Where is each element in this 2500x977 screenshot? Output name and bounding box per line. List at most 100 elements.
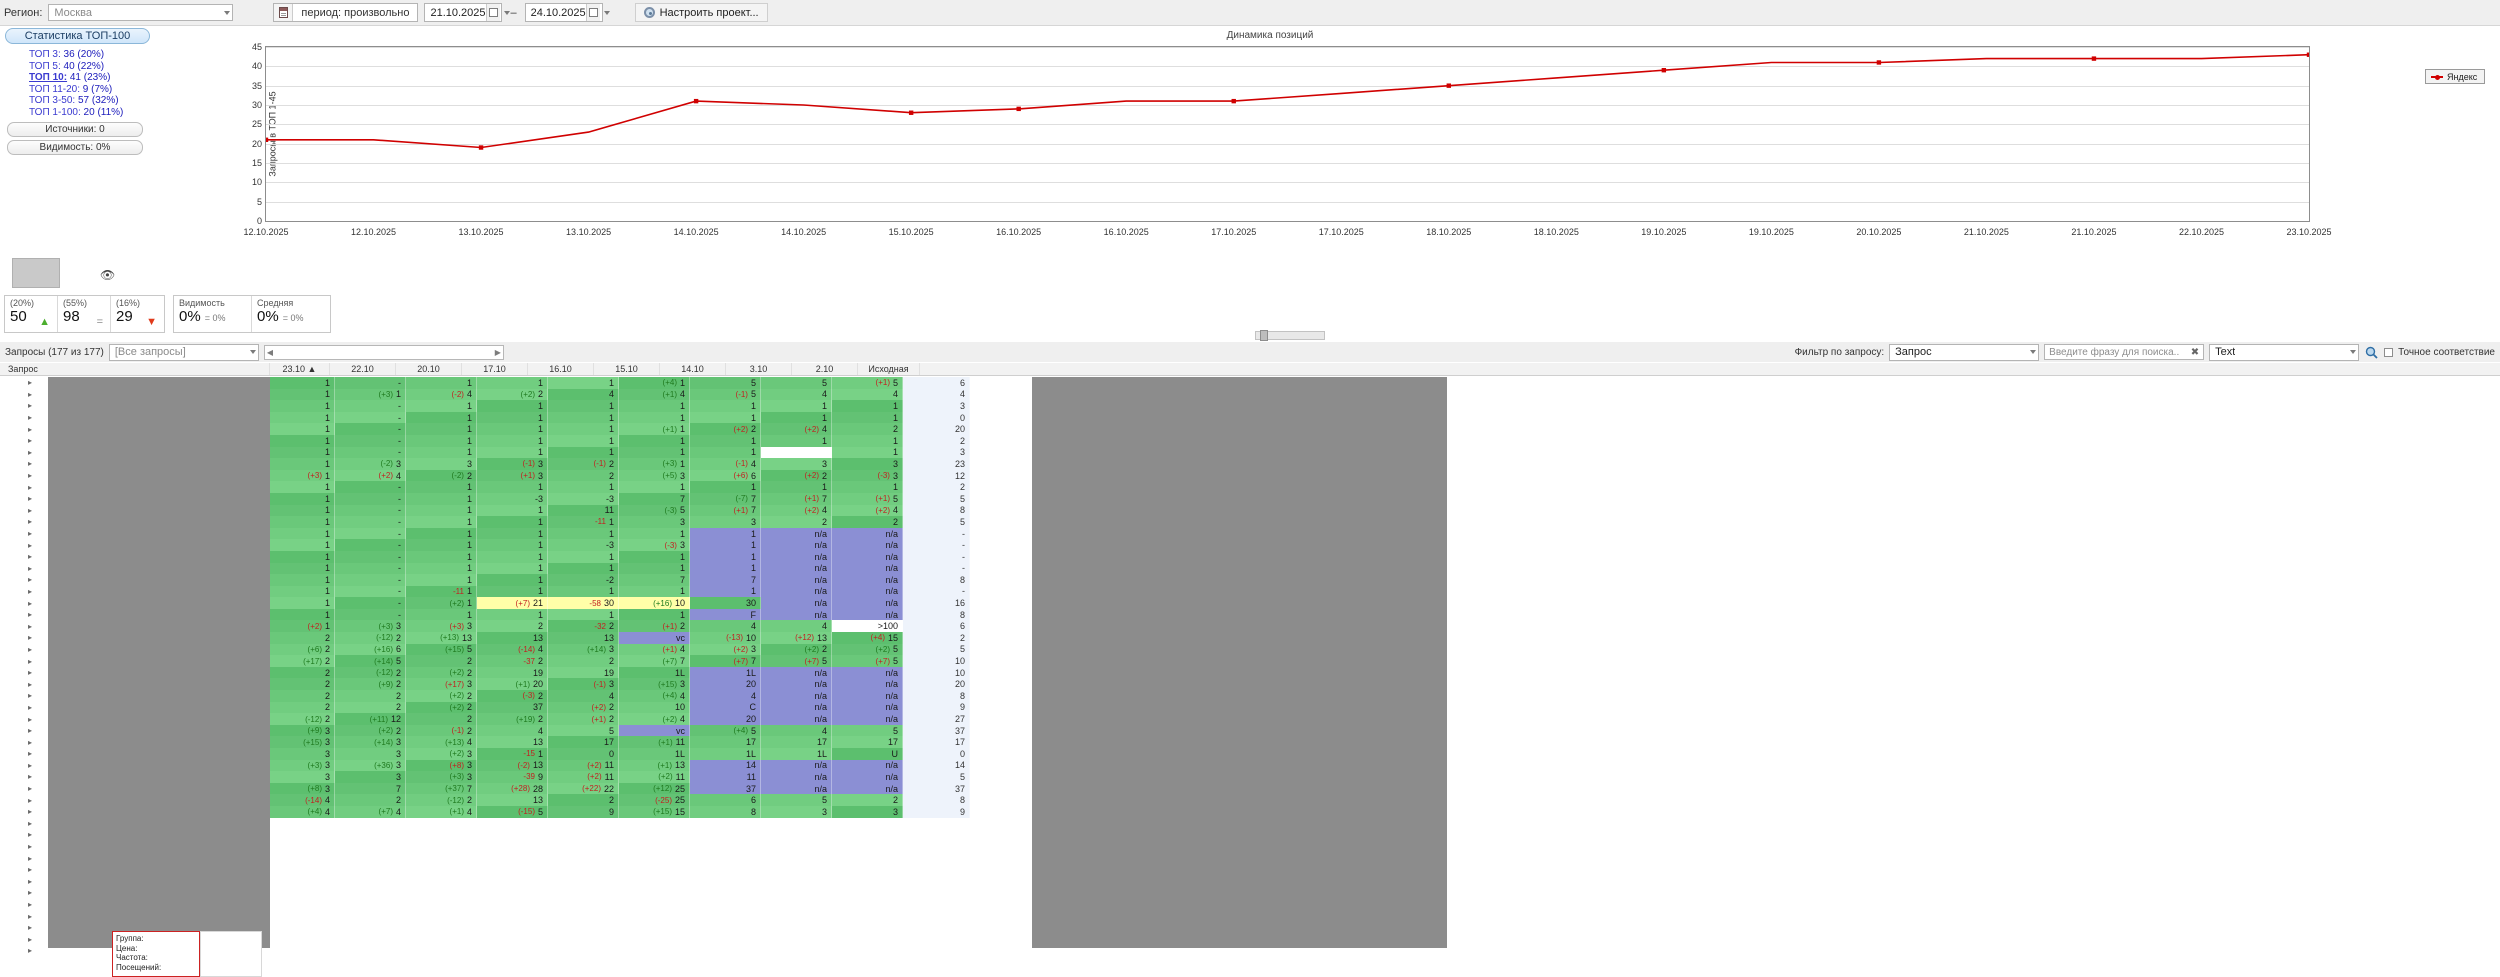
rank-cell[interactable]: - [334, 574, 406, 586]
rank-cell[interactable]: 1 [831, 434, 903, 447]
table-column-header[interactable]: 2.10 [792, 363, 858, 375]
rank-cell[interactable]: 1 [831, 481, 903, 493]
rank-cell[interactable]: 1 [270, 516, 335, 528]
rank-cell[interactable]: (+8) 3 [405, 759, 477, 772]
rank-cell[interactable]: 1 [476, 516, 548, 528]
rank-cell[interactable]: 1 [270, 492, 335, 505]
source-rank-cell[interactable]: 2 [902, 434, 970, 447]
source-rank-cell[interactable]: 8 [902, 794, 970, 806]
scroll-right-icon[interactable]: ▶ [494, 347, 501, 357]
rank-cell[interactable]: n/a [831, 678, 903, 691]
source-rank-cell[interactable]: 0 [902, 411, 970, 424]
rank-cell[interactable]: (+12) 25 [618, 782, 690, 795]
rank-cell[interactable]: 1L [689, 666, 761, 679]
rank-cell[interactable]: (+17) 2 [270, 655, 335, 667]
rank-cell[interactable]: 1 [476, 434, 548, 447]
rank-cell[interactable]: 1 [831, 400, 903, 412]
top100-stats-button[interactable]: Статистика ТОП-100 [5, 28, 150, 44]
visibility-button[interactable]: Видимость: 0% [7, 139, 143, 155]
rank-cell[interactable]: 2 [270, 678, 335, 691]
table-row[interactable]: (-12) 2 (+11) 12 2 (+19) 2 (+1) 2 (+2) 4 20 n/a n/a 27 [270, 713, 970, 725]
row-marker-icon[interactable]: ▸ [27, 911, 32, 921]
rank-cell[interactable]: (+2) 1 [405, 597, 477, 609]
rank-cell[interactable]: 5 [547, 724, 619, 737]
chevron-down-icon[interactable] [500, 10, 511, 15]
rank-cell[interactable]: (-15) 5 [476, 805, 548, 818]
rank-cell[interactable]: 3 [270, 771, 335, 783]
row-marker-icon[interactable]: ▸ [27, 494, 32, 504]
rank-cell[interactable]: 10 [618, 701, 690, 714]
rank-cell[interactable]: n/a [760, 539, 832, 551]
table-row[interactable]: (+6) 2 (+16) 6 (+15) 5 (-14) 4 (+14) 3 (+1) 4 (+2) 3(… [270, 643, 970, 656]
rank-cell[interactable]: 1 [270, 585, 335, 598]
rank-cell[interactable]: - [334, 597, 406, 609]
rank-cell[interactable]: 1 [689, 446, 761, 459]
rank-cell[interactable]: 1 [476, 481, 548, 493]
rank-cell[interactable]: (+3) 1 [270, 469, 335, 482]
rank-cell[interactable]: (+2) 4 [760, 504, 832, 517]
rank-cell[interactable]: 20 [689, 678, 761, 691]
source-rank-cell[interactable]: 37 [902, 724, 970, 737]
row-marker-icon[interactable]: ▸ [27, 900, 32, 910]
rank-cell[interactable]: 5 [689, 377, 761, 389]
rank-cell[interactable]: (+2) 4 [618, 713, 690, 725]
rank-cell[interactable]: (+2) 3 [689, 643, 761, 656]
rank-cell[interactable]: 17 [831, 736, 903, 748]
rank-cell[interactable]: 1 [270, 527, 335, 540]
rank-cell[interactable]: (+2) 2 [689, 423, 761, 435]
rank-cell[interactable]: 1 [405, 608, 477, 621]
rank-cell[interactable]: 8 [689, 805, 761, 818]
rank-cell[interactable]: 1 [476, 574, 548, 586]
rank-cell[interactable]: 1 [270, 423, 335, 435]
chevron-down-icon[interactable] [600, 10, 611, 15]
source-rank-cell[interactable]: - [902, 585, 970, 598]
rank-cell[interactable]: (+2) 2 [547, 701, 619, 714]
rank-cell[interactable]: 2 [831, 423, 903, 435]
row-marker-icon[interactable]: ▸ [27, 436, 32, 446]
rank-cell[interactable]: U [831, 748, 903, 760]
rank-cell[interactable]: n/a [760, 701, 832, 714]
rank-cell[interactable]: 1 [618, 411, 690, 424]
rank-cell[interactable]: (-1) 5 [689, 388, 761, 401]
source-rank-cell[interactable]: 5 [902, 516, 970, 528]
clear-icon[interactable]: ✖ [2190, 346, 2200, 358]
table-row[interactable]: (+8) 3 7 (+37) 7 (+28) 28 (+22) 22 (+12) 25 37 n/a n/… [270, 782, 970, 795]
rank-cell[interactable]: 2 [270, 690, 335, 702]
rank-cell[interactable]: vc [618, 724, 690, 737]
rank-cell[interactable]: (+11) 12 [334, 713, 406, 725]
rank-cell[interactable]: - [334, 423, 406, 435]
rank-cell[interactable]: 1 [689, 550, 761, 563]
rank-cell[interactable]: -37 2 [476, 655, 548, 667]
rank-cell[interactable]: (-1) 3 [476, 458, 548, 470]
rank-cell[interactable]: 1 [689, 481, 761, 493]
table-row[interactable]: 1-1 1 -11 1 3 3 2 2 5 [270, 516, 970, 528]
rank-cell[interactable]: 1 [547, 411, 619, 424]
rank-cell[interactable]: 1 [476, 400, 548, 412]
rank-cell[interactable]: 2 [334, 794, 406, 806]
rank-cell[interactable]: (+1) 4 [618, 388, 690, 401]
rank-cell[interactable]: (+9) 2 [334, 678, 406, 691]
rank-cell[interactable]: 1 [270, 434, 335, 447]
color-swatch-preview[interactable] [12, 258, 60, 288]
top-stat-row[interactable]: ТОП 11-20: 9 (7%) [29, 84, 150, 96]
row-marker-icon[interactable]: ▸ [27, 784, 32, 794]
rank-cell[interactable]: - [334, 377, 406, 389]
rank-cell[interactable]: -3 [547, 492, 619, 505]
row-marker-icon[interactable]: ▸ [27, 946, 32, 956]
rank-cell[interactable]: (+2) 2 [405, 690, 477, 702]
rank-cell[interactable]: 1 [270, 504, 335, 517]
rank-cell[interactable]: 2 [334, 690, 406, 702]
rank-cell[interactable]: 13 [547, 632, 619, 644]
rank-cell[interactable]: (-1) 2 [405, 724, 477, 737]
source-rank-cell[interactable]: 10 [902, 666, 970, 679]
rank-cell[interactable]: 0 [547, 748, 619, 760]
rank-cell[interactable]: -58 30 [547, 597, 619, 609]
table-column-header[interactable]: 15.10 [594, 363, 660, 375]
rank-cell[interactable]: (+2) 4 [831, 504, 903, 517]
row-marker-icon[interactable]: ▸ [27, 447, 32, 457]
rank-cell[interactable]: 2 [405, 655, 477, 667]
rank-cell[interactable]: 20 [689, 713, 761, 725]
rank-cell[interactable]: n/a [831, 574, 903, 586]
